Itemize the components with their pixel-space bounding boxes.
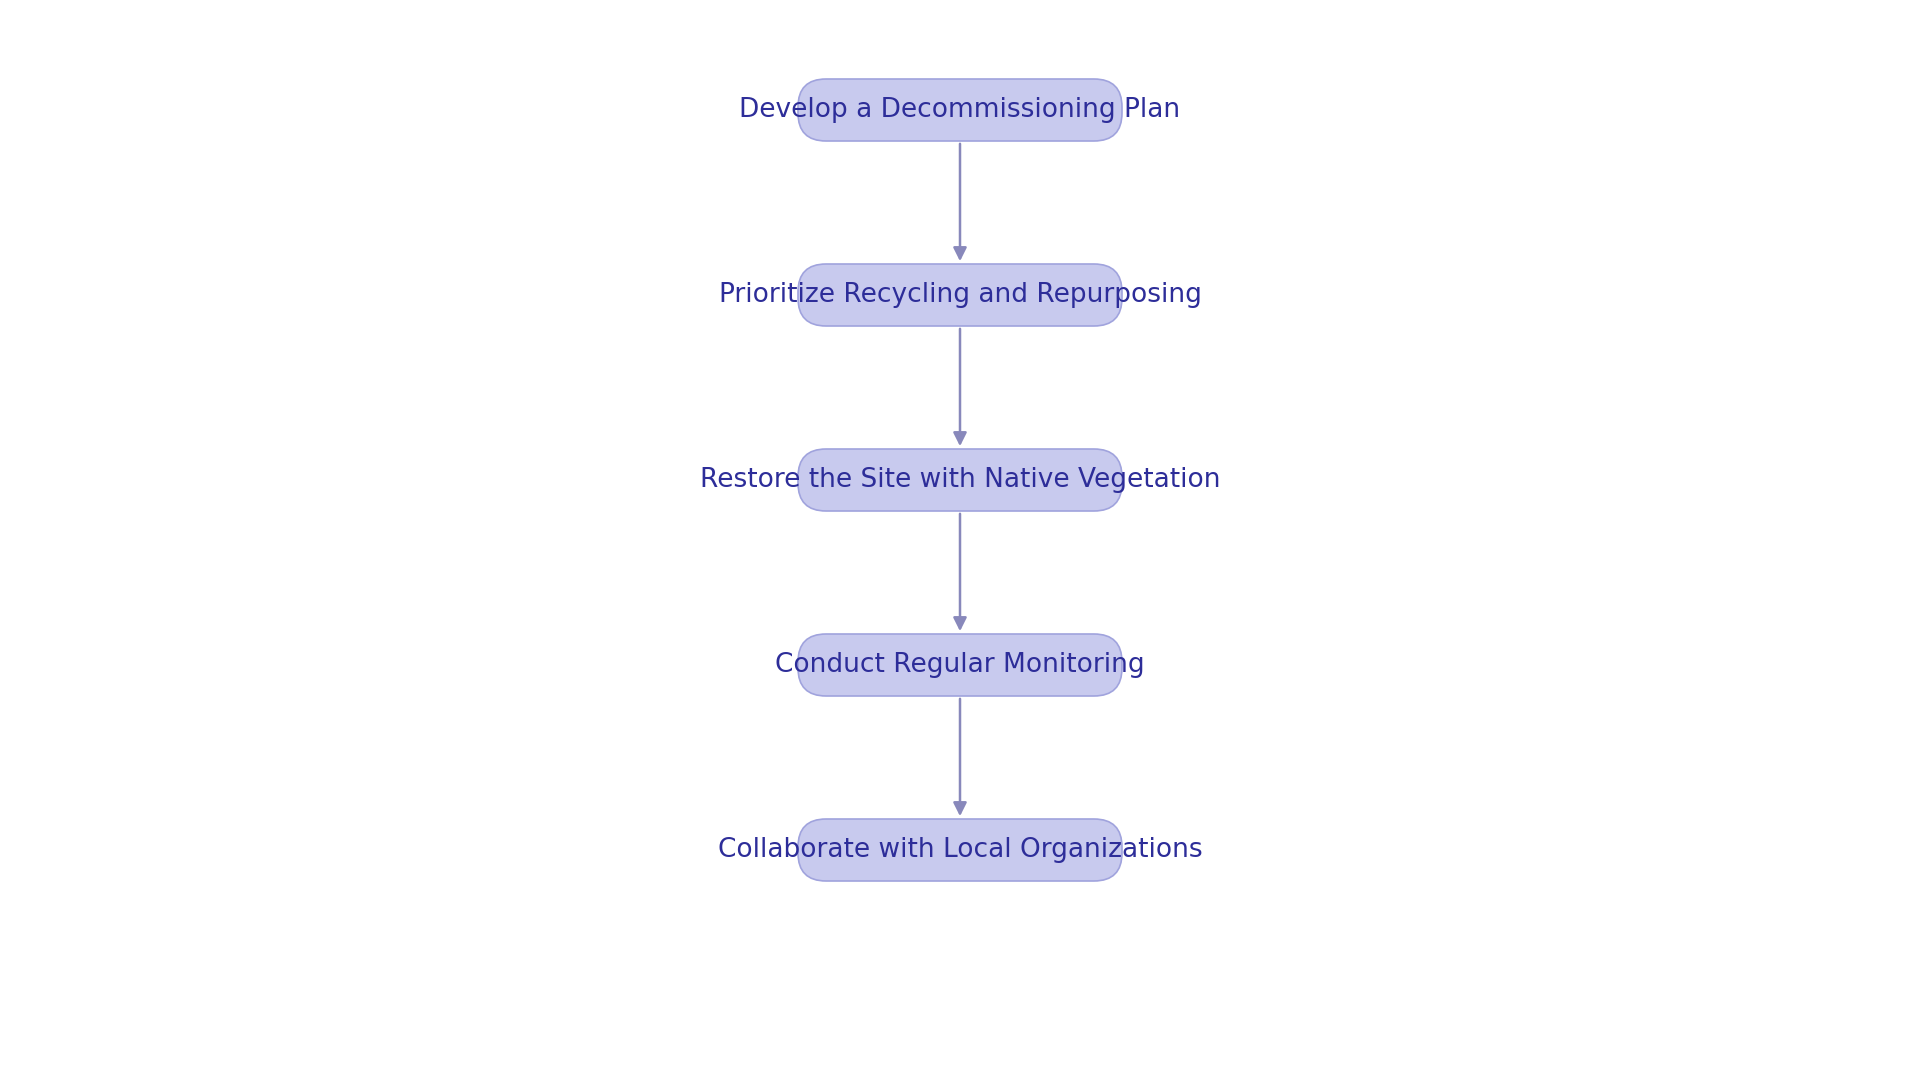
FancyBboxPatch shape [799,819,1121,880]
Text: Collaborate with Local Organizations: Collaborate with Local Organizations [718,837,1202,863]
Text: Develop a Decommissioning Plan: Develop a Decommissioning Plan [739,97,1181,123]
Text: Restore the Site with Native Vegetation: Restore the Site with Native Vegetation [699,467,1221,493]
FancyBboxPatch shape [799,79,1121,141]
FancyBboxPatch shape [799,634,1121,696]
Text: Conduct Regular Monitoring: Conduct Regular Monitoring [776,652,1144,678]
Text: Prioritize Recycling and Repurposing: Prioritize Recycling and Repurposing [718,282,1202,308]
FancyBboxPatch shape [799,264,1121,326]
FancyBboxPatch shape [799,449,1121,511]
